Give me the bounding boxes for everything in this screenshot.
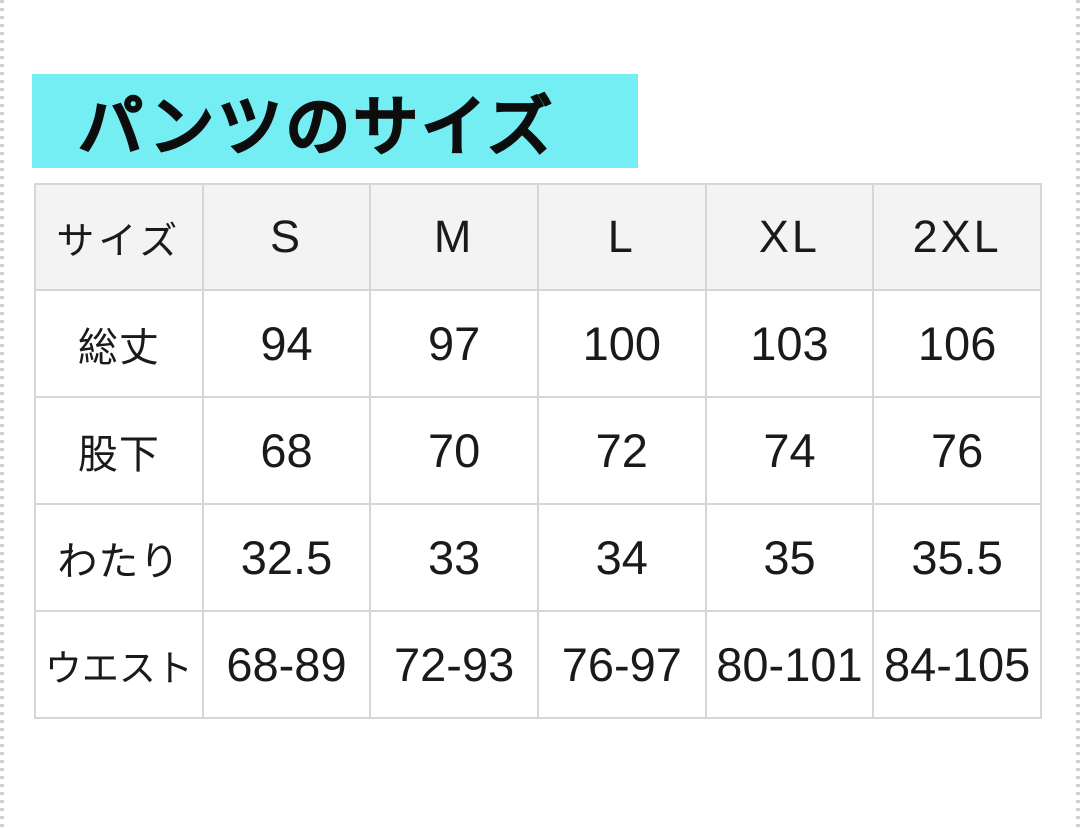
row-label-thigh-width: わたり — [34, 503, 204, 612]
column-header-2xl: 2XL — [872, 183, 1042, 291]
table-row-inseam: 股下 68 70 72 74 76 — [34, 396, 1042, 505]
size-value-cell: 68 — [201, 396, 372, 505]
column-header-s: S — [201, 183, 372, 291]
table-row-waist: ウエスト 68-89 72-93 76-97 80-101 84-105 — [34, 610, 1042, 719]
table-header-row: サイズ S M L XL 2XL — [34, 183, 1042, 291]
size-value-cell: 72 — [536, 396, 707, 505]
page-title: パンツのサイズ — [77, 89, 556, 164]
size-value-cell: 94 — [201, 289, 372, 398]
row-label-total-length: 総丈 — [34, 289, 204, 398]
size-value-cell: 80-101 — [704, 610, 875, 719]
right-perforation-edge — [1076, 0, 1080, 828]
left-perforation-edge — [0, 0, 4, 828]
size-value-cell: 70 — [369, 396, 539, 505]
size-value-cell: 68-89 — [201, 610, 372, 719]
size-value-cell: 72-93 — [369, 610, 539, 719]
size-value-cell: 84-105 — [872, 610, 1042, 719]
size-value-cell: 74 — [704, 396, 875, 505]
column-header-xl: XL — [704, 183, 875, 291]
size-value-cell: 35.5 — [872, 503, 1042, 612]
column-header-m: M — [369, 183, 539, 291]
size-value-cell: 33 — [369, 503, 539, 612]
size-value-cell: 76 — [872, 396, 1042, 505]
size-value-cell: 76-97 — [536, 610, 707, 719]
row-label-inseam: 股下 — [34, 396, 204, 505]
page-title-highlight: パンツのサイズ — [32, 74, 638, 168]
size-value-cell: 106 — [872, 289, 1042, 398]
pants-size-table: サイズ S M L XL 2XL 総丈 94 97 100 103 106 股下… — [34, 183, 1042, 719]
size-value-cell: 35 — [704, 503, 875, 612]
table-row-total-length: 総丈 94 97 100 103 106 — [34, 289, 1042, 398]
column-header-size: サイズ — [34, 183, 204, 291]
size-value-cell: 100 — [536, 289, 707, 398]
row-label-waist: ウエスト — [34, 610, 204, 719]
size-value-cell: 103 — [704, 289, 875, 398]
size-value-cell: 32.5 — [201, 503, 372, 612]
size-value-cell: 97 — [369, 289, 539, 398]
table-row-thigh-width: わたり 32.5 33 34 35 35.5 — [34, 503, 1042, 612]
column-header-l: L — [536, 183, 707, 291]
size-value-cell: 34 — [536, 503, 707, 612]
